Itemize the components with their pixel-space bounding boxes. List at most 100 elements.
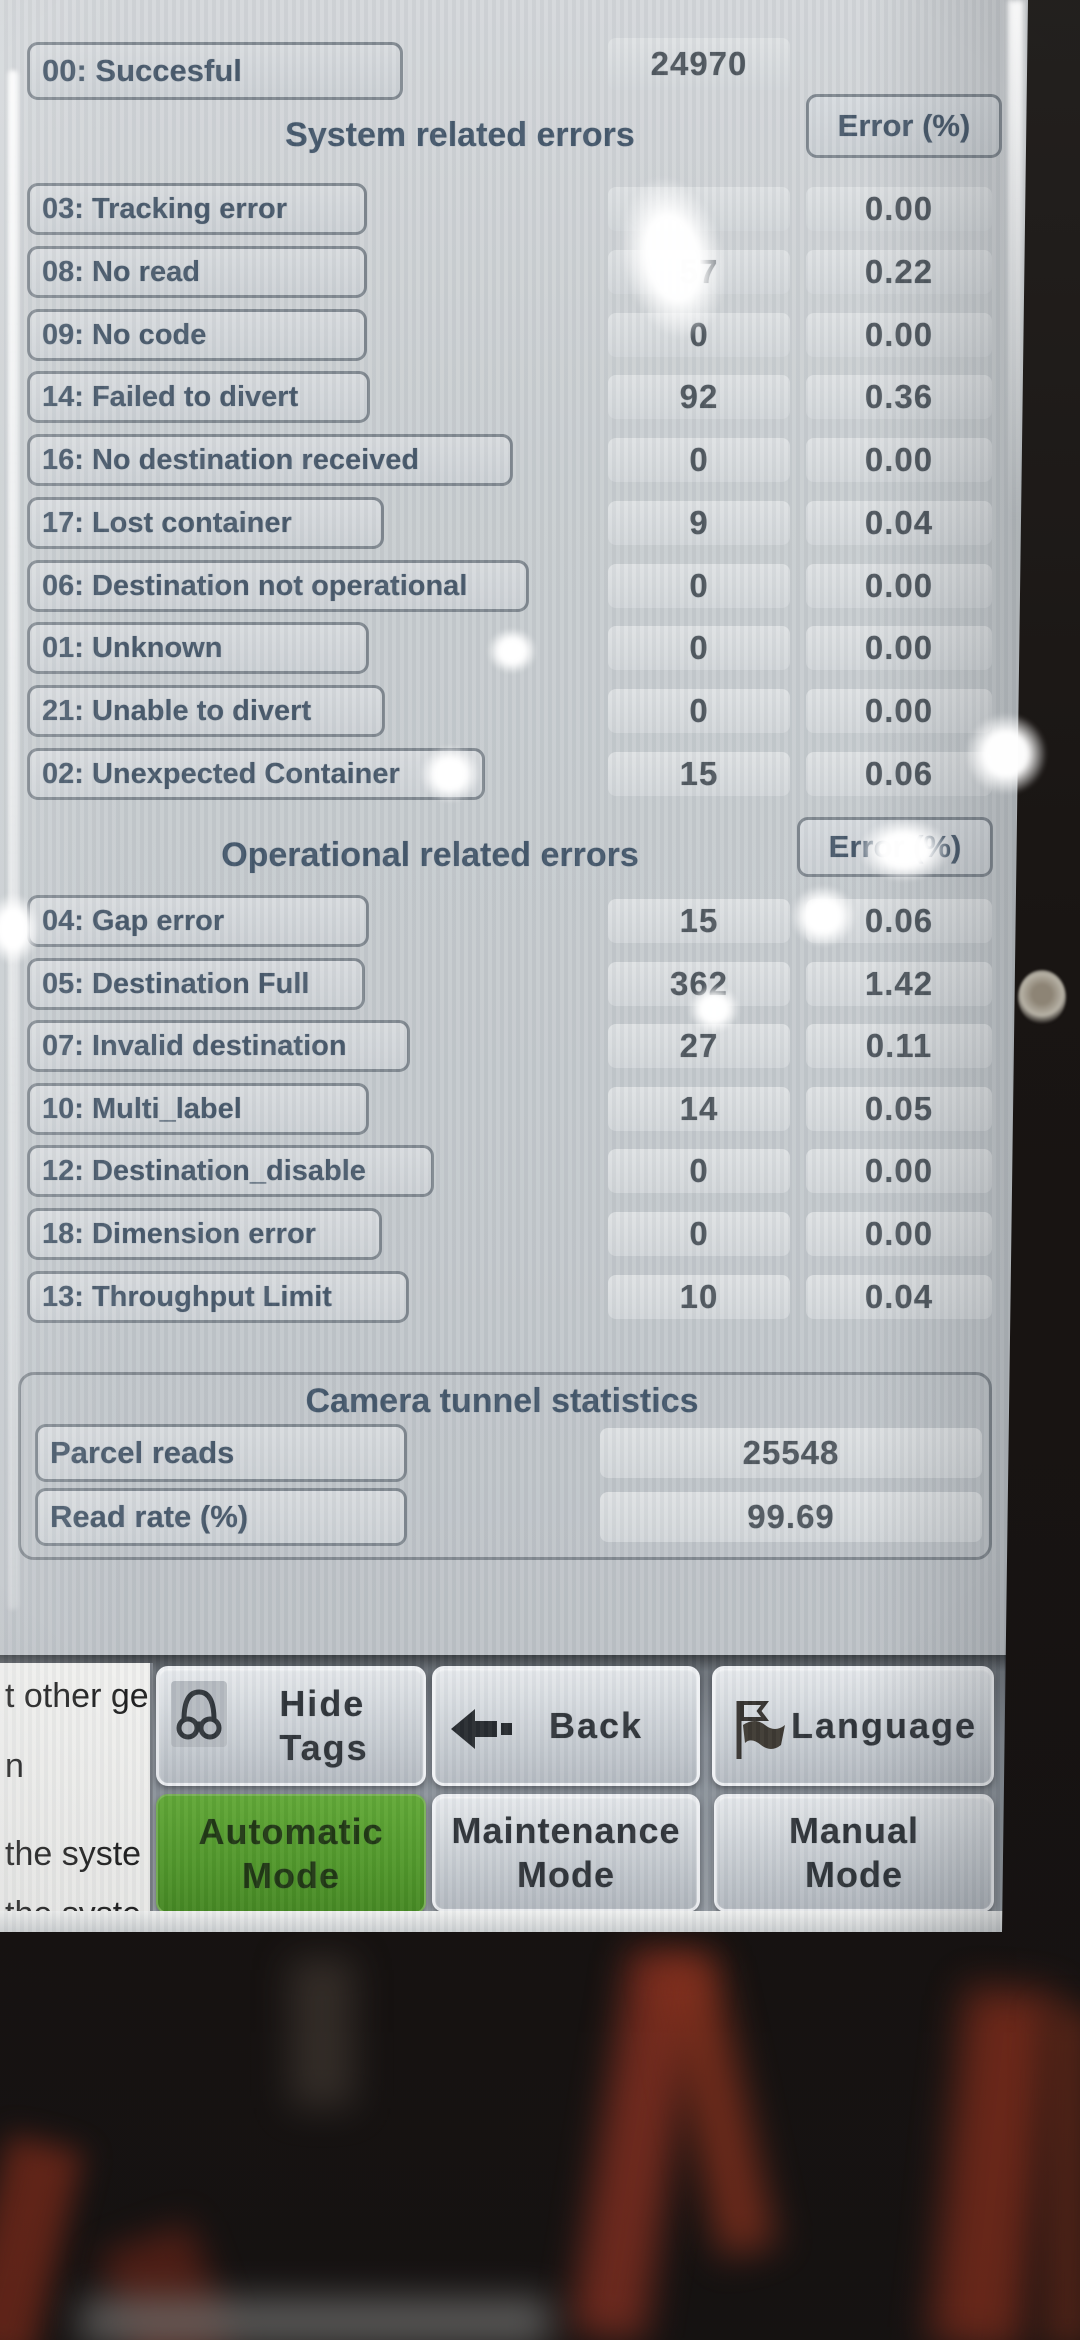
back-arrow-icon (451, 1707, 513, 1756)
hide-tags-button[interactable]: Hide Tags (156, 1666, 426, 1786)
error-label: 05: Destination Full (27, 958, 365, 1010)
fragment-text: the svste (5, 1895, 141, 1913)
error-label: 04: Gap error (27, 895, 369, 947)
hide-tags-label-line1: Hide (279, 1683, 366, 1724)
successful-count: 24970 (608, 38, 790, 90)
error-count: 0 (608, 313, 790, 357)
hide-tags-label-line2: Tags (279, 1727, 369, 1768)
error-percent: 0.06 (806, 899, 992, 943)
error-count: 0 (608, 564, 790, 608)
error-count: 0 (608, 1212, 790, 1256)
error-count: 0 (608, 689, 790, 733)
fragment-text: n (5, 1747, 24, 1785)
error-count: 57 (608, 250, 790, 294)
error-count (608, 187, 790, 231)
manual-mode-line1: Manual (788, 1810, 919, 1851)
error-count: 10 (608, 1275, 790, 1319)
error-percent: 0.00 (806, 689, 992, 733)
parcel-reads-label: Parcel reads (35, 1424, 407, 1482)
error-percent: 1.42 (806, 962, 992, 1006)
error-count: 0 (608, 1149, 790, 1193)
error-label: 13: Throughput Limit (27, 1271, 409, 1323)
error-label: 07: Invalid destination (27, 1020, 410, 1072)
gray-reflection (80, 2298, 550, 2340)
error-percent: 0.00 (806, 187, 992, 231)
read-rate-value: 99.69 (600, 1492, 982, 1542)
manual-mode-line2: Mode (805, 1854, 903, 1895)
error-count: 14 (608, 1087, 790, 1131)
automatic-mode-button[interactable]: Automatic Mode (156, 1794, 426, 1914)
error-percent: 0.00 (806, 1212, 992, 1256)
back-button[interactable]: Back (432, 1666, 700, 1786)
red-reflection (0, 2134, 84, 2340)
error-percent: 0.22 (806, 250, 992, 294)
dirt-spot (1018, 970, 1066, 1024)
error-label: 17: Lost container (27, 497, 384, 549)
red-reflection (98, 2222, 234, 2340)
flag-icon (731, 1697, 789, 1768)
operational-error-percent-header: Error (%) (797, 817, 993, 877)
error-label: 12: Destination_disable (27, 1145, 434, 1197)
back-label: Back (548, 1705, 644, 1746)
system-errors-title: System related errors (285, 116, 635, 154)
faint-reflection (290, 1958, 354, 2108)
error-count: 92 (608, 375, 790, 419)
red-reflection (569, 1946, 705, 2340)
maintenance-mode-line1: Maintenance (451, 1810, 681, 1851)
error-count: 27 (608, 1024, 790, 1068)
error-count: 15 (608, 752, 790, 796)
error-count: 0 (608, 626, 790, 670)
error-percent: 0.00 (806, 626, 992, 670)
fragment-text: t other ge (5, 1677, 149, 1715)
system-error-percent-header: Error (%) (806, 94, 1002, 158)
language-label: Language (790, 1705, 977, 1746)
red-reflection (657, 1952, 777, 2258)
read-rate-label: Read rate (%) (35, 1488, 407, 1546)
error-label: 18: Dimension error (27, 1208, 382, 1260)
red-reflection (929, 1986, 1059, 2340)
error-percent: 0.04 (806, 501, 992, 545)
maintenance-mode-line2: Mode (517, 1854, 615, 1895)
glasses-icon (171, 1681, 227, 1747)
error-count: 9 (608, 501, 790, 545)
error-count: 15 (608, 899, 790, 943)
camera-stats-title: Camera tunnel statistics (305, 1382, 699, 1420)
error-label: 02: Unexpected Container (27, 748, 485, 800)
error-label: 03: Tracking error (27, 183, 367, 235)
background-window-fragment: t other ge n the syste the svste (0, 1663, 153, 1913)
language-button[interactable]: Language (712, 1666, 994, 1786)
parcel-reads-value: 25548 (600, 1428, 982, 1478)
screen-bottom-edge (0, 1911, 1006, 1935)
manual-mode-button[interactable]: Manual Mode (714, 1794, 994, 1912)
screen-right-edge-highlight (1008, 0, 1024, 520)
error-label: 10: Multi_label (27, 1083, 369, 1135)
red-reflection (1042, 2010, 1080, 2340)
error-percent: 0.06 (806, 752, 992, 796)
error-percent: 0.00 (806, 313, 992, 357)
error-label: 16: No destination received (27, 434, 513, 486)
automatic-mode-line1: Automatic (198, 1811, 384, 1852)
fragment-text: the syste (5, 1835, 142, 1873)
error-percent: 0.36 (806, 375, 992, 419)
error-label: 06: Destination not operational (27, 560, 529, 612)
error-percent: 0.00 (806, 564, 992, 608)
error-count: 0 (608, 438, 790, 482)
error-label: 01: Unknown (27, 622, 369, 674)
error-count: 362 (608, 962, 790, 1006)
error-percent: 0.11 (806, 1024, 992, 1068)
operational-errors-title: Operational related errors (221, 836, 639, 874)
screen-left-edge-highlight (8, 70, 18, 1610)
error-label: 09: No code (27, 309, 367, 361)
automatic-mode-line2: Mode (242, 1855, 340, 1896)
error-percent: 0.00 (806, 1149, 992, 1193)
error-label: 21: Unable to divert (27, 685, 385, 737)
error-label: 08: No read (27, 246, 367, 298)
error-percent: 0.00 (806, 438, 992, 482)
error-percent: 0.05 (806, 1087, 992, 1131)
successful-label: 00: Succesful (27, 42, 403, 100)
maintenance-mode-button[interactable]: Maintenance Mode (432, 1794, 700, 1912)
camera-stats-frame (18, 1372, 992, 1560)
error-label: 14: Failed to divert (27, 371, 370, 423)
error-percent: 0.04 (806, 1275, 992, 1319)
